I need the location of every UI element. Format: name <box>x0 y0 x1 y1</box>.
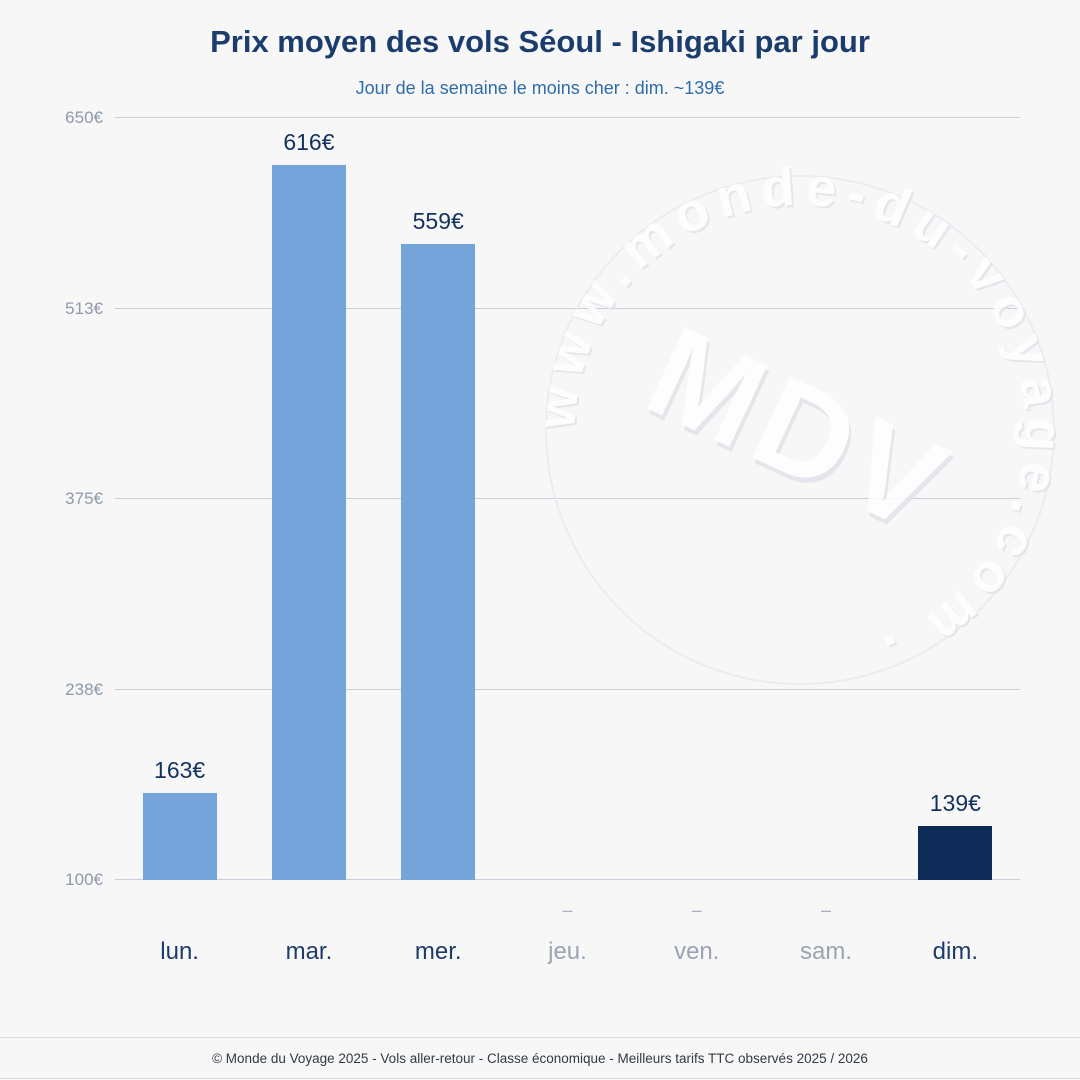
gridline <box>115 117 1020 118</box>
gridline <box>115 879 1020 880</box>
day-label: sam. <box>800 938 853 965</box>
chart-title: Prix moyen des vols Séoul - Ishigaki par… <box>210 24 870 59</box>
bar-column: 139€ <box>891 118 1020 880</box>
x-label-cell: –lun. <box>115 896 244 966</box>
bar-column <box>761 118 890 880</box>
day-label: mar. <box>285 938 333 965</box>
x-label-cell: –mar. <box>244 896 373 966</box>
bar <box>142 792 217 880</box>
bar-column <box>503 118 632 880</box>
ytick-label: 100€ <box>65 870 103 889</box>
bar <box>271 165 346 880</box>
day-label: ven. <box>674 938 720 965</box>
bars-layer: 163€ 616€ 559€ 139€ <box>115 118 1020 880</box>
x-label-cell: –dim. <box>891 896 1020 966</box>
bar-column: 616€ <box>244 118 373 880</box>
bar-column: 559€ <box>374 118 503 880</box>
day-label: mer. <box>414 938 462 965</box>
ytick-label: 650€ <box>65 108 103 127</box>
gridline <box>115 688 1020 690</box>
bar-column <box>632 118 761 880</box>
plot-area: 650€ 513€ 375€ 238€ 100€ 163€ 616€ 559€ 139€ <box>65 108 1020 889</box>
footer: © Monde du Voyage 2025 - Vols aller-reto… <box>0 1037 1080 1079</box>
day-label: dim. <box>932 938 978 965</box>
bar-value-label: 163€ <box>154 756 206 783</box>
chart-subtitle: Jour de la semaine le moins cher : dim. … <box>355 78 725 98</box>
bar-value-label: 559€ <box>412 208 464 235</box>
footer-text: © Monde du Voyage 2025 - Vols aller-reto… <box>212 1050 868 1066</box>
no-data-dash: – <box>562 900 573 920</box>
x-label-cell: –mer. <box>374 896 503 966</box>
no-data-dash: – <box>821 900 832 920</box>
x-label-cell: – sam. <box>761 896 890 966</box>
day-label: lun. <box>160 938 199 965</box>
x-axis-labels: –lun.–mar.–mer. – jeu. – ven. – sam. –dim. <box>115 896 1020 966</box>
x-label-cell: – jeu. <box>503 896 632 966</box>
bar-value-label: 616€ <box>283 129 335 156</box>
bar-value-label: 139€ <box>929 789 981 816</box>
ytick-label: 375€ <box>65 489 103 508</box>
x-label-cell: – ven. <box>632 896 761 966</box>
ytick-label: 238€ <box>65 679 103 699</box>
day-label: jeu. <box>548 938 587 965</box>
bar-column: 163€ <box>115 118 244 880</box>
bar <box>401 244 476 880</box>
no-data-dash: – <box>691 900 702 920</box>
ytick-label: 513€ <box>65 298 103 318</box>
bar <box>918 825 993 880</box>
